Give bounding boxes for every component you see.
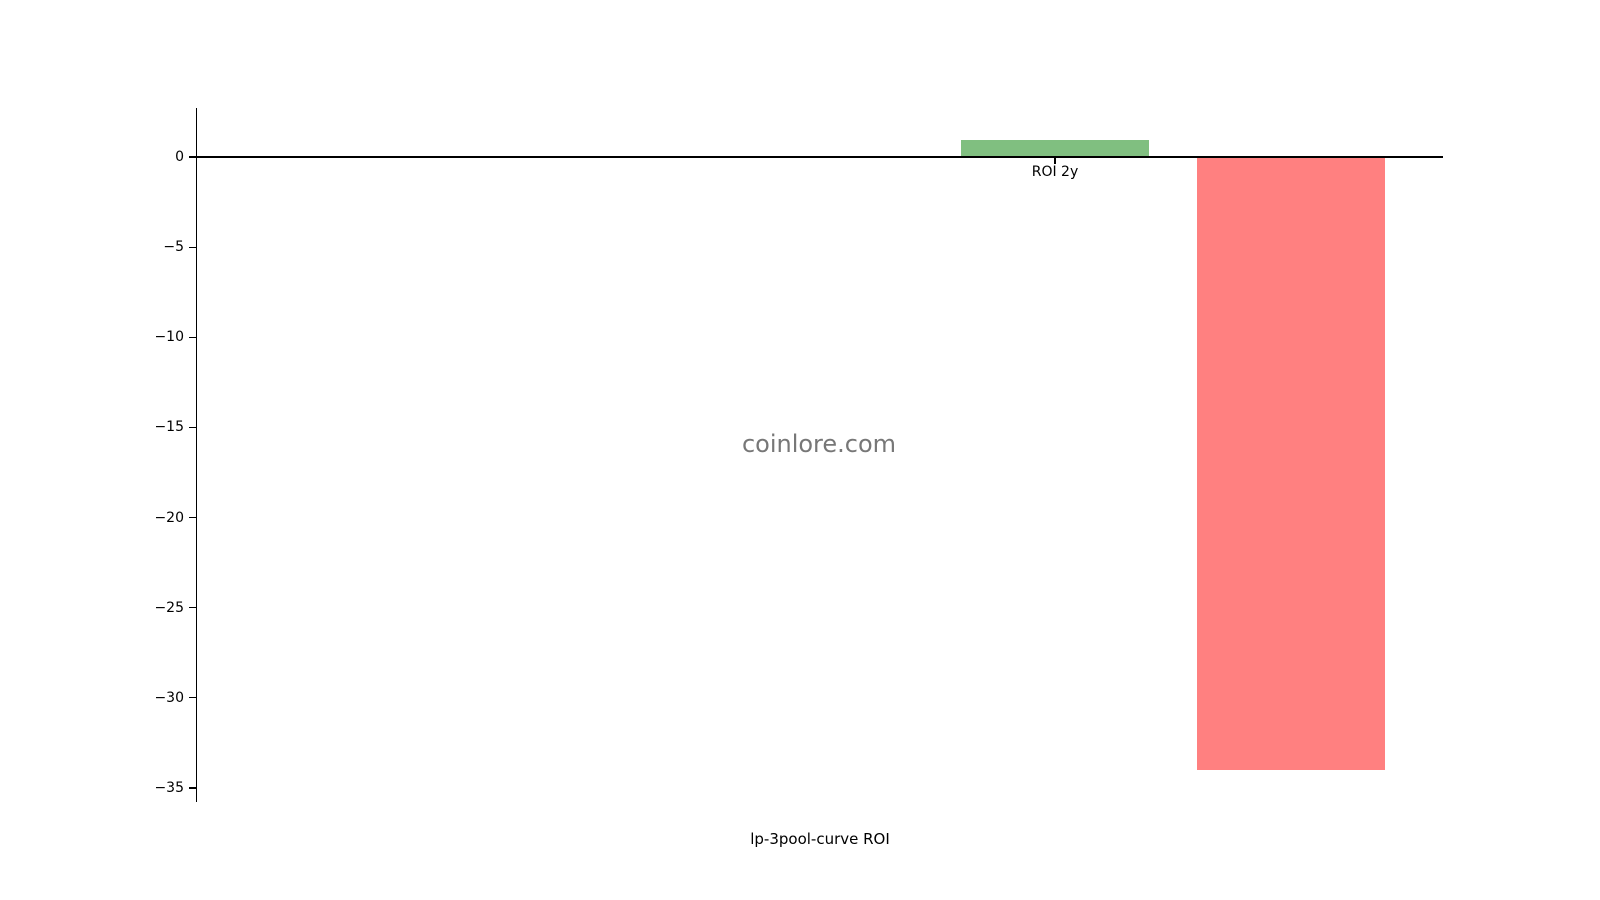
x-axis-zero-line [195,156,1443,158]
bar-roi-2y [961,139,1149,158]
y-tick-label: −25 [154,599,184,616]
bar-unlabeled-1 [1197,157,1385,771]
y-tick-mark [188,246,196,248]
y-tick-label: −35 [154,779,184,796]
x-tick-label: ROI 2y [1031,163,1079,180]
y-tick-mark [188,156,196,158]
y-tick-mark [188,787,196,789]
y-tick-label: −30 [154,689,184,706]
y-tick-label: −5 [163,239,184,256]
y-axis-line [195,108,197,802]
chart-title: lp-3pool-curve ROI [750,830,890,848]
y-tick-mark [188,516,196,519]
watermark-text: coinlore.com [741,430,897,458]
y-tick-label: −20 [154,509,184,526]
y-tick-mark [188,607,196,609]
y-tick-mark [188,426,196,428]
y-tick-label: −15 [154,419,184,436]
y-tick-label: −10 [154,329,184,346]
y-tick-mark [188,697,196,699]
x-tick-mark [1054,157,1056,164]
y-tick-label: 0 [175,149,184,166]
y-tick-mark [188,336,196,338]
